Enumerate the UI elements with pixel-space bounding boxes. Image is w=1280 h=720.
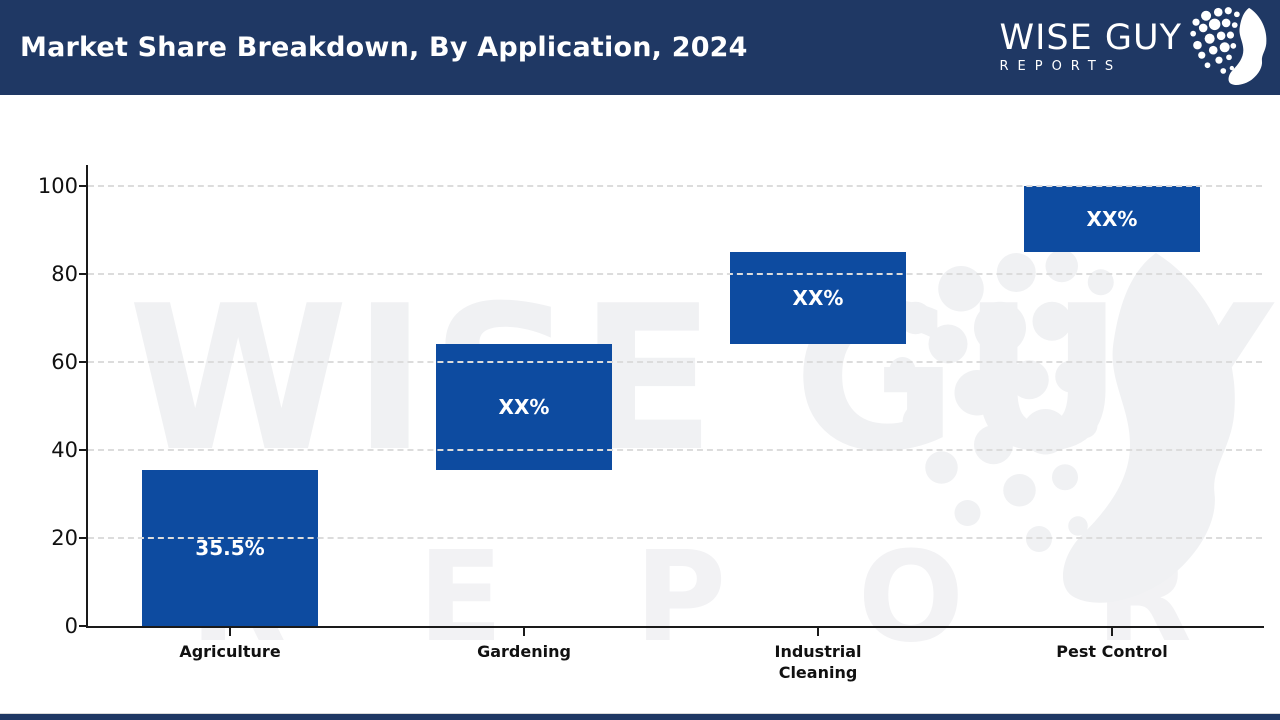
bar-value-label: XX%: [1086, 207, 1138, 231]
y-axis-tick-label: 20: [51, 526, 78, 550]
x-axis-line: [86, 626, 1264, 628]
y-axis-tick: [79, 361, 86, 363]
bar-gardening: XX%: [436, 344, 612, 470]
bar-value-label: 35.5%: [195, 535, 265, 560]
y-axis-tick-label: 100: [37, 174, 78, 198]
y-axis-tick-label: 60: [51, 350, 78, 374]
y-axis-tick: [79, 273, 86, 275]
chart-area: WISE GUY R E P O R T S 02040608010035.5%…: [0, 95, 1280, 715]
bar-value-label: XX%: [792, 286, 844, 311]
y-axis-tick: [79, 537, 86, 539]
header-bar: Market Share Breakdown, By Application, …: [0, 0, 1280, 95]
wiseguy-logo-text: WISE GUY REPORTS: [999, 18, 1182, 75]
gridline: [88, 537, 1262, 539]
chart-title: Market Share Breakdown, By Application, …: [20, 32, 748, 63]
y-axis-tick: [79, 625, 86, 627]
y-axis-tick-label: 0: [64, 614, 78, 638]
y-axis-tick-label: 80: [51, 262, 78, 286]
x-axis-tick: [523, 628, 525, 636]
x-axis-label: Pest Control: [1056, 642, 1168, 661]
wiseguy-logo: WISE GUY REPORTS: [999, 5, 1272, 91]
watermark-head-icon: [870, 225, 1260, 645]
x-axis-tick: [1111, 628, 1113, 636]
logo-subtext: REPORTS: [999, 59, 1123, 74]
bar-value-label: XX%: [498, 395, 550, 420]
footer-bar: [0, 713, 1280, 720]
logo-wordmark: WISE GUY: [999, 18, 1182, 58]
gridline: [88, 361, 1262, 363]
y-axis-tick-label: 40: [51, 438, 78, 462]
bar-pest-control: XX%: [1024, 186, 1200, 252]
gridline: [88, 185, 1262, 187]
y-axis-tick: [79, 449, 86, 451]
wiseguy-head-icon: [1186, 5, 1272, 91]
gridline: [88, 273, 1262, 275]
y-axis-tick: [79, 185, 86, 187]
x-axis-label: Agriculture: [179, 642, 281, 661]
bar-industrial-cleaning: XX%: [730, 252, 906, 345]
bar-agriculture: 35.5%: [142, 469, 318, 626]
x-axis-label: Industrial Cleaning: [774, 642, 862, 682]
y-axis-line: [86, 165, 88, 628]
gridline: [88, 449, 1262, 451]
x-axis-tick: [817, 628, 819, 636]
x-axis-tick: [229, 628, 231, 636]
x-axis-label: Gardening: [477, 642, 571, 661]
